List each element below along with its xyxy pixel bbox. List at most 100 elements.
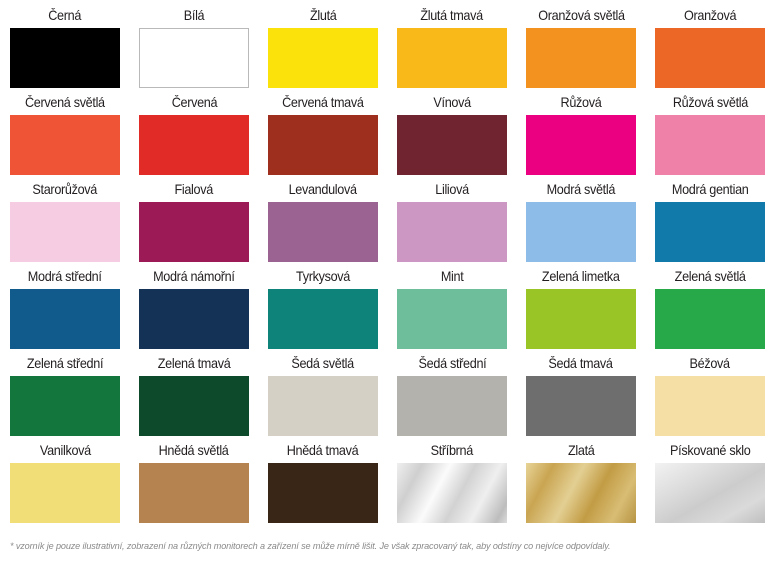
swatch-cell[interactable]: Levandulová — [268, 178, 378, 265]
swatch-label: Modrá gentian — [671, 182, 749, 197]
swatch-color-chip[interactable] — [526, 28, 636, 88]
swatch-color-chip[interactable] — [268, 463, 378, 523]
swatch-color-chip[interactable] — [655, 115, 765, 175]
swatch-cell[interactable]: Oranžová světlá — [526, 4, 636, 91]
swatch-color-chip[interactable] — [397, 202, 507, 262]
swatch-color-chip[interactable] — [139, 115, 249, 175]
swatch-grid: Černá Bílá Žlutá Žlutá tmavá Oranžová světlá… — [10, 4, 765, 526]
swatch-cell[interactable]: Béžová — [655, 352, 765, 439]
swatch-cell[interactable]: Žlutá tmavá — [397, 4, 507, 91]
swatch-label: Oranžová — [683, 8, 737, 23]
swatch-color-chip[interactable] — [139, 463, 249, 523]
swatch-label: Zelená limetka — [542, 269, 620, 284]
swatch-label: Černá — [48, 8, 82, 23]
swatch-cell[interactable]: Hnědá světlá — [139, 439, 249, 526]
swatch-color-chip[interactable] — [10, 376, 120, 436]
swatch-color-chip[interactable] — [268, 115, 378, 175]
swatch-label: Pískované sklo — [669, 443, 751, 458]
swatch-color-chip[interactable] — [139, 289, 249, 349]
swatch-cell[interactable]: Liliová — [397, 178, 507, 265]
swatch-color-chip[interactable] — [10, 202, 120, 262]
swatch-label: Tyrkysová — [296, 269, 350, 284]
swatch-cell[interactable]: Tyrkysová — [268, 265, 378, 352]
swatch-cell[interactable]: Červená — [139, 91, 249, 178]
swatch-cell[interactable]: Šedá světlá — [268, 352, 378, 439]
swatch-label: Zelená tmavá — [157, 356, 231, 371]
swatch-cell[interactable]: Zlatá — [526, 439, 636, 526]
swatch-cell[interactable]: Zelená limetka — [526, 265, 636, 352]
swatch-cell[interactable]: Růžová — [526, 91, 636, 178]
swatch-cell[interactable]: Oranžová — [655, 4, 765, 91]
swatch-cell[interactable]: Mint — [397, 265, 507, 352]
swatch-cell[interactable]: Červená světlá — [10, 91, 120, 178]
swatch-cell[interactable]: Červená tmavá — [268, 91, 378, 178]
swatch-label: Vínová — [433, 95, 471, 110]
swatch-color-chip[interactable] — [10, 115, 120, 175]
swatch-color-chip[interactable] — [526, 289, 636, 349]
swatch-cell[interactable]: Zelená tmavá — [139, 352, 249, 439]
swatch-color-chip[interactable] — [10, 289, 120, 349]
swatch-label: Modrá světlá — [546, 182, 616, 197]
swatch-cell[interactable]: Pískované sklo — [655, 439, 765, 526]
swatch-color-chip[interactable] — [139, 202, 249, 262]
swatch-label: Hnědá tmavá — [287, 443, 359, 458]
swatch-cell[interactable]: Fialová — [139, 178, 249, 265]
swatch-color-chip[interactable] — [655, 202, 765, 262]
swatch-color-chip[interactable] — [397, 28, 507, 88]
swatch-color-chip[interactable] — [526, 463, 636, 523]
swatch-cell[interactable]: Modrá světlá — [526, 178, 636, 265]
swatch-color-chip[interactable] — [397, 463, 507, 523]
swatch-label: Zelená světlá — [674, 269, 746, 284]
swatch-color-chip[interactable] — [526, 115, 636, 175]
footnote-disclaimer: * vzorník je pouze ilustrativní, zobraze… — [10, 541, 611, 551]
swatch-label: Béžová — [689, 356, 731, 371]
swatch-color-chip[interactable] — [268, 376, 378, 436]
swatch-color-chip[interactable] — [10, 463, 120, 523]
swatch-label: Starorůžová — [32, 182, 98, 197]
swatch-cell[interactable]: Stříbrná — [397, 439, 507, 526]
swatch-label: Červená světlá — [25, 95, 105, 110]
swatch-cell[interactable]: Zelená střední — [10, 352, 120, 439]
swatch-color-chip[interactable] — [397, 289, 507, 349]
swatch-label: Hnědá světlá — [159, 443, 229, 458]
swatch-cell[interactable]: Žlutá — [268, 4, 378, 91]
swatch-color-chip[interactable] — [655, 463, 765, 523]
swatch-cell[interactable]: Bílá — [139, 4, 249, 91]
swatch-label: Žlutá — [309, 8, 337, 23]
swatch-color-chip[interactable] — [655, 376, 765, 436]
swatch-label: Zlatá — [567, 443, 595, 458]
swatch-cell[interactable]: Hnědá tmavá — [268, 439, 378, 526]
swatch-color-chip[interactable] — [397, 115, 507, 175]
swatch-label: Modrá námořní — [153, 269, 235, 284]
swatch-cell[interactable]: Modrá námořní — [139, 265, 249, 352]
swatch-color-chip[interactable] — [139, 376, 249, 436]
swatch-cell[interactable]: Šedá střední — [397, 352, 507, 439]
swatch-cell[interactable]: Modrá gentian — [655, 178, 765, 265]
swatch-cell[interactable]: Šedá tmavá — [526, 352, 636, 439]
swatch-color-chip[interactable] — [268, 202, 378, 262]
swatch-color-chip[interactable] — [397, 376, 507, 436]
swatch-cell[interactable]: Vanilková — [10, 439, 120, 526]
swatch-label: Fialová — [174, 182, 214, 197]
swatch-color-chip[interactable] — [526, 376, 636, 436]
swatch-label: Šedá střední — [418, 356, 486, 371]
swatch-label: Zelená střední — [26, 356, 104, 371]
swatch-color-chip[interactable] — [139, 28, 249, 88]
swatch-color-chip[interactable] — [655, 28, 765, 88]
swatch-color-chip[interactable] — [526, 202, 636, 262]
swatch-color-chip[interactable] — [268, 28, 378, 88]
swatch-cell[interactable]: Růžová světlá — [655, 91, 765, 178]
swatch-cell[interactable]: Černá — [10, 4, 120, 91]
swatch-label: Růžová — [560, 95, 602, 110]
swatch-cell[interactable]: Zelená světlá — [655, 265, 765, 352]
swatch-label: Bílá — [183, 8, 205, 23]
swatch-color-chip[interactable] — [655, 289, 765, 349]
swatch-label: Oranžová světlá — [537, 8, 625, 23]
swatch-cell[interactable]: Modrá střední — [10, 265, 120, 352]
swatch-label: Mint — [440, 269, 464, 284]
swatch-color-chip[interactable] — [10, 28, 120, 88]
swatch-color-chip[interactable] — [268, 289, 378, 349]
swatch-cell[interactable]: Starorůžová — [10, 178, 120, 265]
swatch-cell[interactable]: Vínová — [397, 91, 507, 178]
